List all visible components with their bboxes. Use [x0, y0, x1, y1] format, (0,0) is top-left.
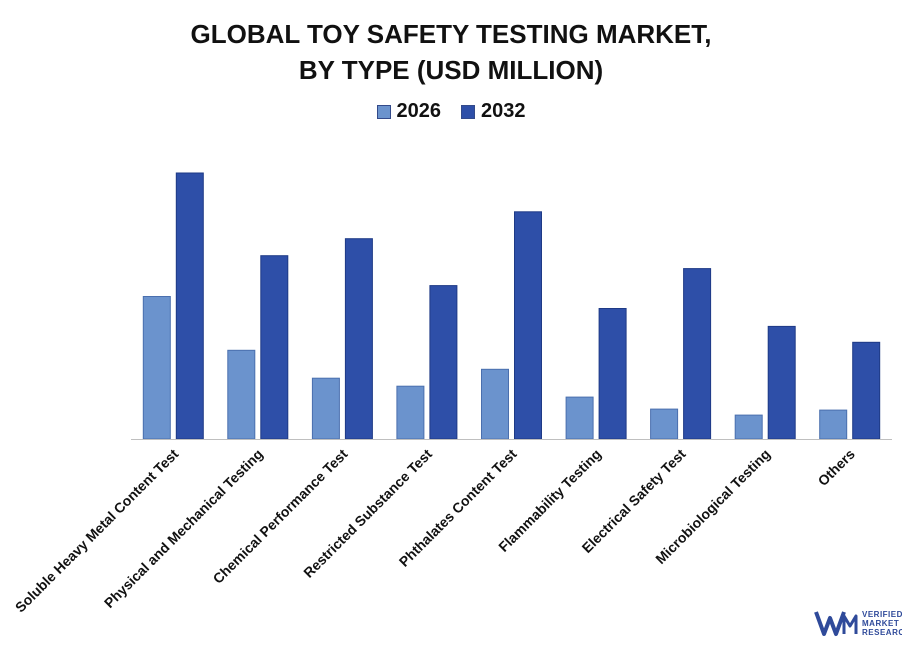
category-label-2: Chemical Performance Test [210, 446, 351, 587]
bar-2026-6 [650, 408, 679, 440]
legend-swatch-2026 [376, 104, 391, 119]
bar-2032-0 [175, 172, 204, 440]
chart-title-line-1: GLOBAL TOY SAFETY TESTING MARKET, [190, 19, 712, 49]
legend-swatch-2032 [461, 104, 475, 119]
bar-2032-7 [767, 325, 796, 440]
bar-2032-2 [344, 238, 373, 440]
chart-title: GLOBAL TOY SAFETY TESTING MARKET, BY TYP… [0, 16, 902, 88]
bar-2032-6 [683, 268, 712, 440]
bar-2032-8 [852, 341, 881, 440]
legend-item-2032: 2032 [461, 100, 526, 123]
bar-2032-4 [514, 211, 542, 440]
bar-2032-5 [598, 308, 627, 440]
bar-2026-7 [734, 414, 763, 440]
category-label-0: Soluble Heavy Metal Content Test [12, 446, 182, 616]
bar-2026-4 [481, 368, 509, 440]
category-label-8: Others [815, 446, 858, 489]
legend-item-2026: 2026 [376, 100, 442, 123]
brand-logo: VERIFIED MARKET RESEARCH [814, 608, 902, 638]
bar-2026-3 [396, 385, 425, 440]
legend-label-2026: 2026 [396, 100, 442, 122]
bar-2026-0 [142, 296, 171, 440]
bar-2026-5 [565, 396, 594, 440]
category-label-1: Physical and Mechanical Testing [101, 446, 266, 611]
bar-2026-2 [311, 377, 340, 440]
legend-label-2032: 2032 [481, 100, 526, 122]
brand-logo-text: VERIFIED MARKET RESEARCH [862, 610, 902, 637]
bar-2032-1 [260, 255, 289, 440]
brand-line-1: VERIFIED [862, 609, 902, 619]
legend: 2026 2032 [0, 100, 902, 123]
chart-title-line-2: BY TYPE (USD MILLION) [298, 55, 604, 85]
bar-2032-3 [429, 285, 458, 440]
vmr-logo-icon [814, 611, 858, 636]
bar-2026-1 [227, 349, 256, 440]
bar-2026-8 [819, 409, 848, 440]
brand-line-2: MARKET [862, 618, 900, 628]
brand-line-3: RESEARCH [862, 627, 902, 637]
